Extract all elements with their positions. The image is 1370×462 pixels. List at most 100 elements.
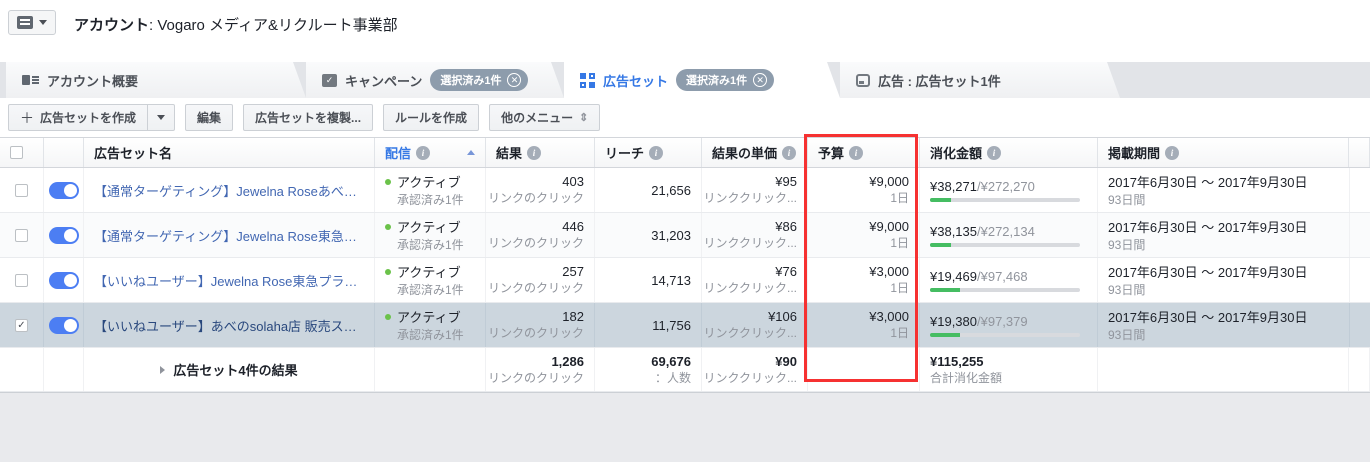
schedule-duration: 93日間 — [1108, 328, 1146, 342]
more-menu-button[interactable]: 他のメニュー ⇕ — [489, 104, 601, 131]
badge-close-icon[interactable]: ✕ — [753, 73, 767, 87]
schedule-dates: 2017年6月30日 ～ 2017年9月30日 — [1108, 220, 1308, 235]
budget-type: 1日 — [890, 326, 909, 340]
column-header-amount-spent[interactable]: 消化金額 i — [920, 138, 1098, 167]
badge-close-icon[interactable]: ✕ — [507, 73, 521, 87]
account-menu-button[interactable] — [8, 10, 56, 35]
row-checkbox-checked[interactable]: ✓ — [15, 318, 28, 332]
column-label: リーチ — [605, 146, 645, 161]
adset-name-link[interactable]: 【通常ターゲティング】Jewelna Roseあべのsol... — [94, 183, 364, 199]
tab-ads[interactable]: 広告 : 広告セット1件 — [840, 62, 1120, 98]
create-adset-button[interactable]: ＋ 広告セットを作成 — [8, 104, 149, 131]
spend-value: ¥19,469 — [930, 268, 977, 284]
create-rule-button[interactable]: ルールを作成 — [383, 104, 480, 131]
row-checkbox[interactable] — [15, 273, 28, 287]
table-row: 【通常ターゲティング】Jewelna Roseあべのsol... アクティブ 承認… — [0, 168, 1370, 213]
result-type: リンクのクリック — [487, 236, 584, 250]
delivery-status: アクティブ — [397, 175, 461, 190]
adsets-table: 広告セット名 配信 i 結果 i リーチ i 結果の単価 i 予算 i 消化金額 i 掲載期… — [0, 138, 1370, 393]
result-value: 182 — [562, 309, 584, 324]
column-label: 配信 — [385, 146, 412, 161]
info-icon[interactable]: i — [849, 145, 864, 160]
adset-active-toggle[interactable] — [48, 271, 79, 289]
row-checkbox[interactable] — [15, 228, 28, 242]
adset-name-link[interactable]: 【いいねユーザー】あべのsolaha店 販売スタッフ — [94, 318, 364, 334]
edit-button[interactable]: 編集 — [185, 104, 234, 131]
result-type: リンクのクリック — [487, 191, 584, 205]
info-icon[interactable]: i — [987, 145, 1002, 160]
delivery-sub: 承認済み1件 — [397, 238, 464, 252]
adset-active-toggle[interactable] — [48, 226, 79, 244]
campaign-check-icon: ✓ — [322, 74, 337, 87]
column-label: 結果の単価 — [712, 146, 778, 161]
summary-label: 広告セット4件の結果 — [173, 363, 298, 378]
badge-label: 選択済み1件 — [440, 75, 502, 87]
info-icon[interactable]: i — [416, 145, 431, 160]
result-value: 403 — [562, 174, 584, 189]
spend-value: ¥19,380 — [930, 313, 977, 329]
adset-name-link[interactable]: 【いいねユーザー】Jewelna Rose東急プラザ表... — [94, 273, 364, 289]
budget-value: ¥9,000 — [869, 174, 909, 189]
info-icon[interactable]: i — [527, 145, 542, 160]
adset-active-toggle[interactable] — [48, 181, 79, 199]
summary-cpr: ¥90 — [775, 353, 797, 369]
spend-value: ¥38,271 — [930, 178, 977, 194]
cost-per-result-value: ¥106 — [768, 309, 797, 324]
ad-set-grid-icon — [580, 73, 595, 88]
tab-campaigns[interactable]: ✓ キャンペーン 選択済み1件 ✕ — [306, 62, 564, 98]
delivery-status: アクティブ — [397, 265, 461, 280]
spend-total: /¥97,468 — [977, 268, 1028, 284]
reach-value: 21,656 — [651, 182, 691, 198]
account-title: アカウント: Vogaro メディア&リクルート事業部 — [74, 10, 398, 35]
reach-value: 31,203 — [651, 227, 691, 243]
budget-value: ¥3,000 — [869, 264, 909, 279]
column-label: 掲載期間 — [1108, 146, 1161, 161]
column-header-schedule[interactable]: 掲載期間 i — [1098, 138, 1349, 167]
expand-caret-icon[interactable] — [160, 365, 166, 374]
chevron-down-icon — [157, 115, 166, 120]
column-header-result[interactable]: 結果 i — [486, 138, 595, 167]
info-icon[interactable]: i — [649, 145, 664, 160]
budget-type: 1日 — [890, 281, 909, 295]
create-adset-dropdown-button[interactable] — [148, 104, 176, 131]
select-all-checkbox[interactable] — [10, 146, 23, 159]
summary-result: 1,286 — [551, 353, 584, 369]
column-label: 予算 — [818, 146, 845, 161]
column-header-name[interactable]: 広告セット名 — [84, 138, 375, 167]
account-label: アカウント — [74, 17, 150, 34]
duplicate-adset-button[interactable]: 広告セットを複製... — [243, 104, 374, 131]
tab-ad-sets[interactable]: 広告セット 選択済み1件 ✕ — [564, 62, 840, 98]
table-header-row: 広告セット名 配信 i 結果 i リーチ i 結果の単価 i 予算 i 消化金額 i 掲載期… — [0, 138, 1370, 168]
column-header-budget[interactable]: 予算 i — [808, 138, 920, 167]
adset-name-link[interactable]: 【通常ターゲティング】Jewelna Rose東急プラ... — [94, 228, 364, 244]
level-tab-bar: アカウント概要 ✓ キャンペーン 選択済み1件 ✕ 広告セット 選択済み1件 ✕… — [0, 62, 1370, 98]
adset-active-toggle[interactable] — [48, 316, 79, 334]
schedule-dates: 2017年6月30日 ～ 2017年9月30日 — [1108, 265, 1308, 280]
info-icon[interactable]: i — [1165, 145, 1180, 160]
cost-per-result-type: リンククリック... — [703, 236, 797, 250]
account-overview-icon — [22, 74, 39, 86]
cost-per-result-value: ¥86 — [775, 219, 797, 234]
info-icon[interactable]: i — [782, 145, 797, 160]
budget-type: 1日 — [890, 191, 909, 205]
action-toolbar: ＋ 広告セットを作成 編集 広告セットを複製... ルールを作成 他のメニュー … — [0, 98, 1370, 138]
column-header-delivery[interactable]: 配信 i — [375, 138, 486, 167]
sort-asc-icon — [467, 150, 475, 155]
schedule-duration: 93日間 — [1108, 283, 1146, 297]
spend-progress-bar — [930, 287, 1080, 292]
status-green-dot-icon — [385, 313, 391, 320]
tab-account-overview[interactable]: アカウント概要 — [6, 62, 306, 98]
budget-value: ¥9,000 — [869, 219, 909, 234]
column-header-reach[interactable]: リーチ i — [595, 138, 702, 167]
badge-label: 選択済み1件 — [686, 75, 748, 87]
cost-per-result-value: ¥76 — [775, 264, 797, 279]
status-green-dot-icon — [385, 178, 391, 185]
row-checkbox[interactable] — [15, 183, 28, 197]
chevron-down-icon — [39, 20, 47, 25]
tab-label: アカウント概要 — [47, 73, 139, 89]
delivery-status: アクティブ — [397, 310, 461, 325]
result-type: リンクのクリック — [487, 326, 584, 340]
result-type: リンクのクリック — [487, 281, 584, 295]
column-header-cost-per-result[interactable]: 結果の単価 i — [702, 138, 808, 167]
delivery-status: アクティブ — [397, 220, 461, 235]
